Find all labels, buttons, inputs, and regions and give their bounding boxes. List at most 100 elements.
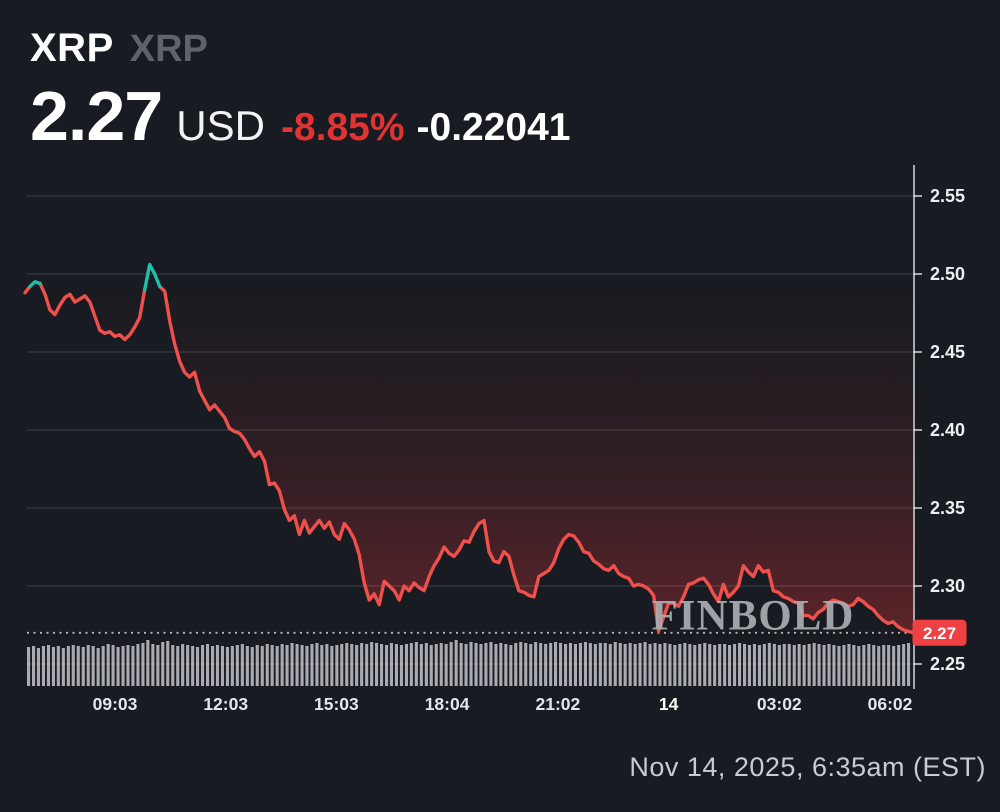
volume-bar	[171, 645, 175, 686]
volume-bar	[385, 645, 389, 686]
volume-bar	[464, 644, 468, 686]
volume-bar	[837, 646, 841, 686]
volume-bar	[767, 643, 771, 686]
volume-bar	[350, 644, 354, 686]
volume-bar	[698, 644, 702, 686]
volume-bar	[494, 644, 498, 686]
volume-bar	[285, 645, 289, 686]
volume-bar	[186, 645, 190, 686]
volume-bar	[81, 647, 85, 686]
volume-bar	[136, 644, 140, 686]
price-area-fill	[25, 196, 913, 633]
volume-bar	[121, 646, 125, 686]
volume-bar	[733, 644, 737, 686]
volume-bar	[255, 645, 259, 686]
volume-bar	[156, 645, 160, 686]
x-axis-label: 15:03	[314, 694, 359, 714]
volume-bar	[743, 644, 747, 686]
volume-bar	[61, 648, 65, 686]
volume-bar	[872, 645, 876, 686]
volume-bar	[703, 643, 707, 686]
volume-bar	[772, 644, 776, 686]
volume-bar	[225, 647, 229, 686]
volume-bar	[409, 643, 413, 686]
volume-bar	[713, 645, 717, 686]
volume-bar	[439, 643, 443, 686]
volume-bar	[469, 642, 473, 686]
volume-bar	[414, 642, 418, 686]
volume-bar	[902, 644, 906, 686]
volume-bar	[245, 646, 249, 686]
price-row: 2.27 USD -8.85% -0.22041	[30, 81, 570, 151]
volume-bar	[747, 645, 751, 686]
volume-bar	[683, 643, 687, 686]
volume-bar	[499, 643, 503, 686]
volume-bar	[643, 642, 647, 686]
volume-bar	[757, 645, 761, 686]
volume-bar	[782, 644, 786, 686]
volume-bar	[807, 644, 811, 686]
price-change-percent: -8.85%	[280, 106, 405, 149]
volume-bar	[340, 644, 344, 686]
x-axis-label: 21:02	[536, 694, 581, 714]
volume-bar	[275, 646, 279, 686]
volume-bar	[564, 644, 568, 686]
x-axis-label: 18:04	[425, 694, 470, 714]
volume-bar	[36, 648, 40, 686]
volume-bar	[27, 647, 31, 686]
volume-bar	[678, 644, 682, 686]
volume-bar	[653, 643, 657, 686]
volume-bar	[230, 646, 234, 686]
volume-bar	[260, 646, 264, 686]
volume-bar	[265, 644, 269, 686]
volume-bar	[295, 644, 299, 686]
volume-bar	[842, 645, 846, 686]
volume-bar	[71, 645, 75, 686]
volume-bar	[534, 642, 538, 686]
volume-bar	[524, 643, 528, 686]
volume-bar	[315, 643, 319, 686]
volume-bar	[897, 645, 901, 686]
volume-bar	[215, 645, 219, 686]
volume-bar	[141, 643, 145, 686]
volume-bar	[454, 640, 458, 686]
volume-bar	[728, 645, 732, 686]
volume-bar	[126, 645, 130, 686]
asset-ticker: XRP	[129, 28, 208, 70]
price-change-absolute: -0.22041	[416, 106, 571, 149]
volume-bar	[56, 646, 60, 686]
volume-bar	[399, 645, 403, 686]
volume-bar	[887, 645, 891, 686]
volume-bar	[822, 645, 826, 686]
volume-bar	[424, 643, 428, 686]
volume-bar	[181, 644, 185, 686]
volume-bar	[196, 647, 200, 686]
volume-bar	[762, 644, 766, 686]
volume-bar	[389, 643, 393, 686]
volume-bar	[593, 644, 597, 686]
volume-bar	[573, 644, 577, 686]
volume-bar	[310, 644, 314, 686]
volume-bar	[738, 643, 742, 686]
y-axis-label: 2.45	[930, 342, 965, 362]
volume-bar	[474, 643, 478, 686]
volume-bar	[827, 644, 831, 686]
volume-bar	[668, 644, 672, 686]
volume-bar	[280, 644, 284, 686]
volume-bar	[106, 644, 110, 686]
current-price-badge-label: 2.27	[923, 624, 956, 643]
volume-bar	[792, 645, 796, 686]
price-line-up	[28, 262, 162, 292]
volume-bar	[489, 642, 493, 686]
volume-bar	[116, 647, 120, 686]
volume-bar	[877, 646, 881, 686]
x-axis-label: 09:03	[93, 694, 138, 714]
volume-bar	[375, 643, 379, 686]
volume-bar	[211, 646, 215, 686]
volume-bar	[618, 643, 622, 686]
volume-bar	[41, 646, 45, 686]
volume-bar	[539, 643, 543, 686]
volume-bar	[176, 646, 180, 686]
